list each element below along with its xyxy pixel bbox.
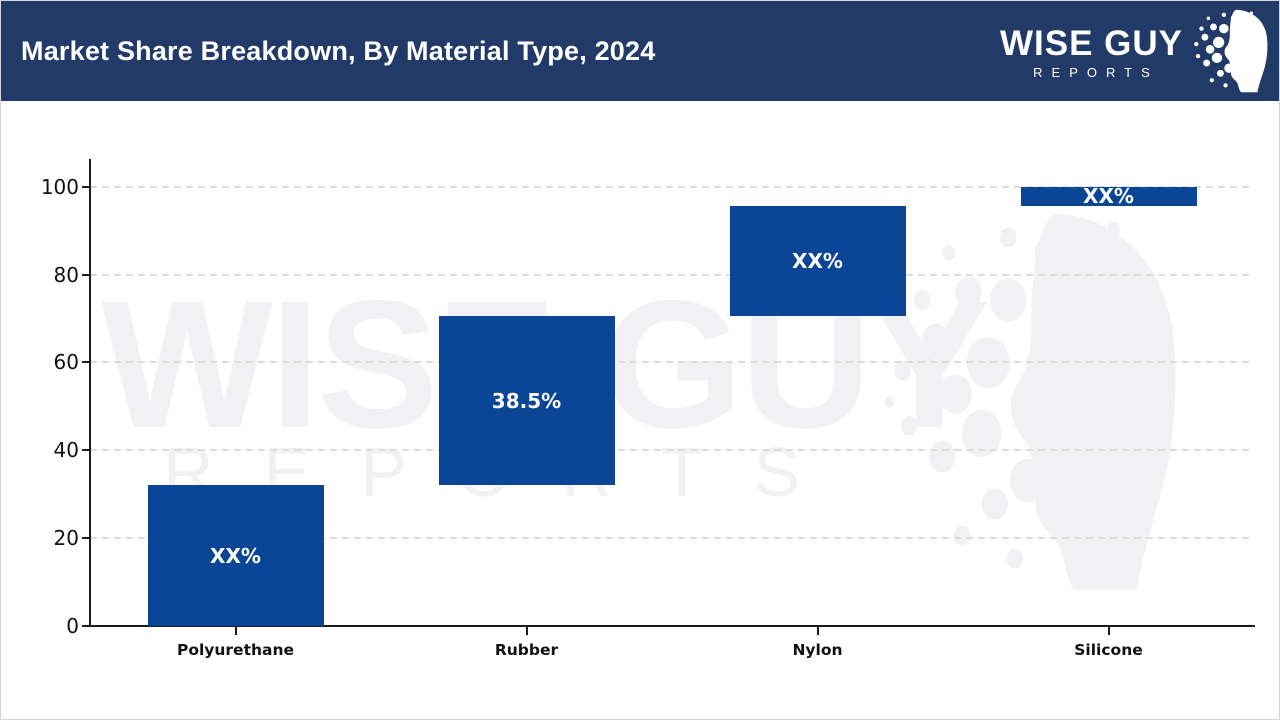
bar-polyurethane: XX% bbox=[147, 485, 324, 626]
y-tick-label-60: 60 bbox=[53, 350, 79, 375]
gridline-40 bbox=[90, 449, 1254, 452]
logo-wordmark: WISE GUY bbox=[999, 24, 1183, 63]
gridline-60 bbox=[90, 361, 1254, 364]
category-label-silicone: Silicone bbox=[1074, 641, 1143, 659]
y-tick-80 bbox=[82, 273, 90, 276]
x-axis-line bbox=[89, 625, 1255, 627]
y-tick-label-20: 20 bbox=[53, 526, 79, 551]
bar-value-label-nylon: XX% bbox=[792, 249, 843, 273]
y-tick-label-100: 100 bbox=[40, 174, 79, 199]
category-label-rubber: Rubber bbox=[494, 641, 559, 659]
y-tick-label-0: 0 bbox=[66, 614, 79, 638]
y-tick-100 bbox=[82, 185, 90, 188]
y-tick-60 bbox=[82, 361, 90, 364]
x-tick-rubber bbox=[525, 627, 528, 635]
x-tick-polyurethane bbox=[234, 627, 237, 635]
bar-silicone: XX% bbox=[1020, 184, 1197, 209]
y-tick-label-40: 40 bbox=[53, 438, 79, 463]
category-label-nylon: Nylon bbox=[792, 641, 843, 659]
logo-dotted-face-icon bbox=[1194, 9, 1268, 93]
header-bar: Market Share Breakdown, By Material Type… bbox=[1, 1, 1279, 101]
gridline-100 bbox=[90, 185, 1254, 188]
y-tick-20 bbox=[82, 537, 90, 540]
x-tick-silicone bbox=[1107, 627, 1110, 635]
wise-guy-reports-logo: WISE GUY REPORTS bbox=[1000, 7, 1273, 95]
page-title: Market Share Breakdown, By Material Type… bbox=[21, 35, 656, 66]
category-label-polyurethane: Polyurethane bbox=[176, 641, 295, 659]
y-tick-40 bbox=[82, 449, 90, 452]
logo-text: WISE GUY REPORTS bbox=[999, 24, 1183, 81]
x-tick-nylon bbox=[816, 627, 819, 635]
bar-rubber: 38.5% bbox=[438, 316, 615, 486]
chart-plot-area: 0 20 40 60 80 100 XX% Polyurethane 38.5% Rubber XX… bbox=[1, 101, 1279, 719]
bar-value-label-rubber: 38.5% bbox=[491, 388, 562, 413]
y-tick-0 bbox=[82, 625, 90, 627]
bar-value-label-polyurethane: XX% bbox=[210, 543, 261, 568]
logo-reports-text: REPORTS bbox=[1033, 65, 1159, 80]
gridline-20 bbox=[90, 537, 1254, 540]
y-tick-label-80: 80 bbox=[53, 262, 79, 287]
bar-nylon: XX% bbox=[729, 205, 906, 317]
y-axis-line bbox=[89, 159, 91, 627]
gridline-80 bbox=[90, 273, 1254, 276]
watermark-dotted-face-icon bbox=[884, 213, 1176, 591]
bar-value-label-silicone: XX% bbox=[1083, 184, 1134, 209]
